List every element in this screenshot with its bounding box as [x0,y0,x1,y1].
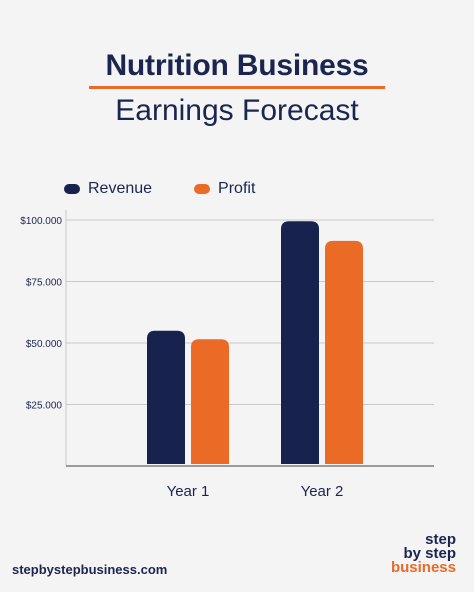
title-line-2: Earnings Forecast [115,94,359,127]
footer-url[interactable]: stepbystepbusiness.com [12,562,168,577]
legend-swatch-profit [194,184,211,194]
legend-label-profit: Profit [218,180,256,197]
bar-revenue-year-2 [281,221,319,464]
bar-profit-year-1 [191,339,229,464]
x-tick-label: Year 2 [301,483,344,500]
title-line-1: Nutrition Business [105,49,369,82]
y-tick-label: $25.000 [26,401,63,412]
legend-item-profit: Profit [194,180,255,198]
y-tick-label: $100.000 [20,216,62,227]
bar-profit-year-2 [325,240,363,464]
legend-label-revenue: Revenue [88,180,153,197]
legend-item-revenue: Revenue [64,180,152,198]
y-tick-label: $50.000 [26,339,63,350]
brand-logo: step by step business [366,532,456,580]
y-tick-label: $75.000 [26,278,63,289]
legend: Revenue Profit [64,180,297,198]
chart-title: Nutrition Business Earnings Forecast [0,48,474,129]
brand-logo-line-1: step [425,531,456,548]
legend-swatch-revenue [64,184,80,194]
x-tick-label: Year 1 [167,483,210,500]
title-underline [89,86,385,89]
brand-logo-line-2: by step [403,545,456,562]
bar-revenue-year-1 [147,330,185,464]
brand-logo-line-3: business [390,559,456,576]
